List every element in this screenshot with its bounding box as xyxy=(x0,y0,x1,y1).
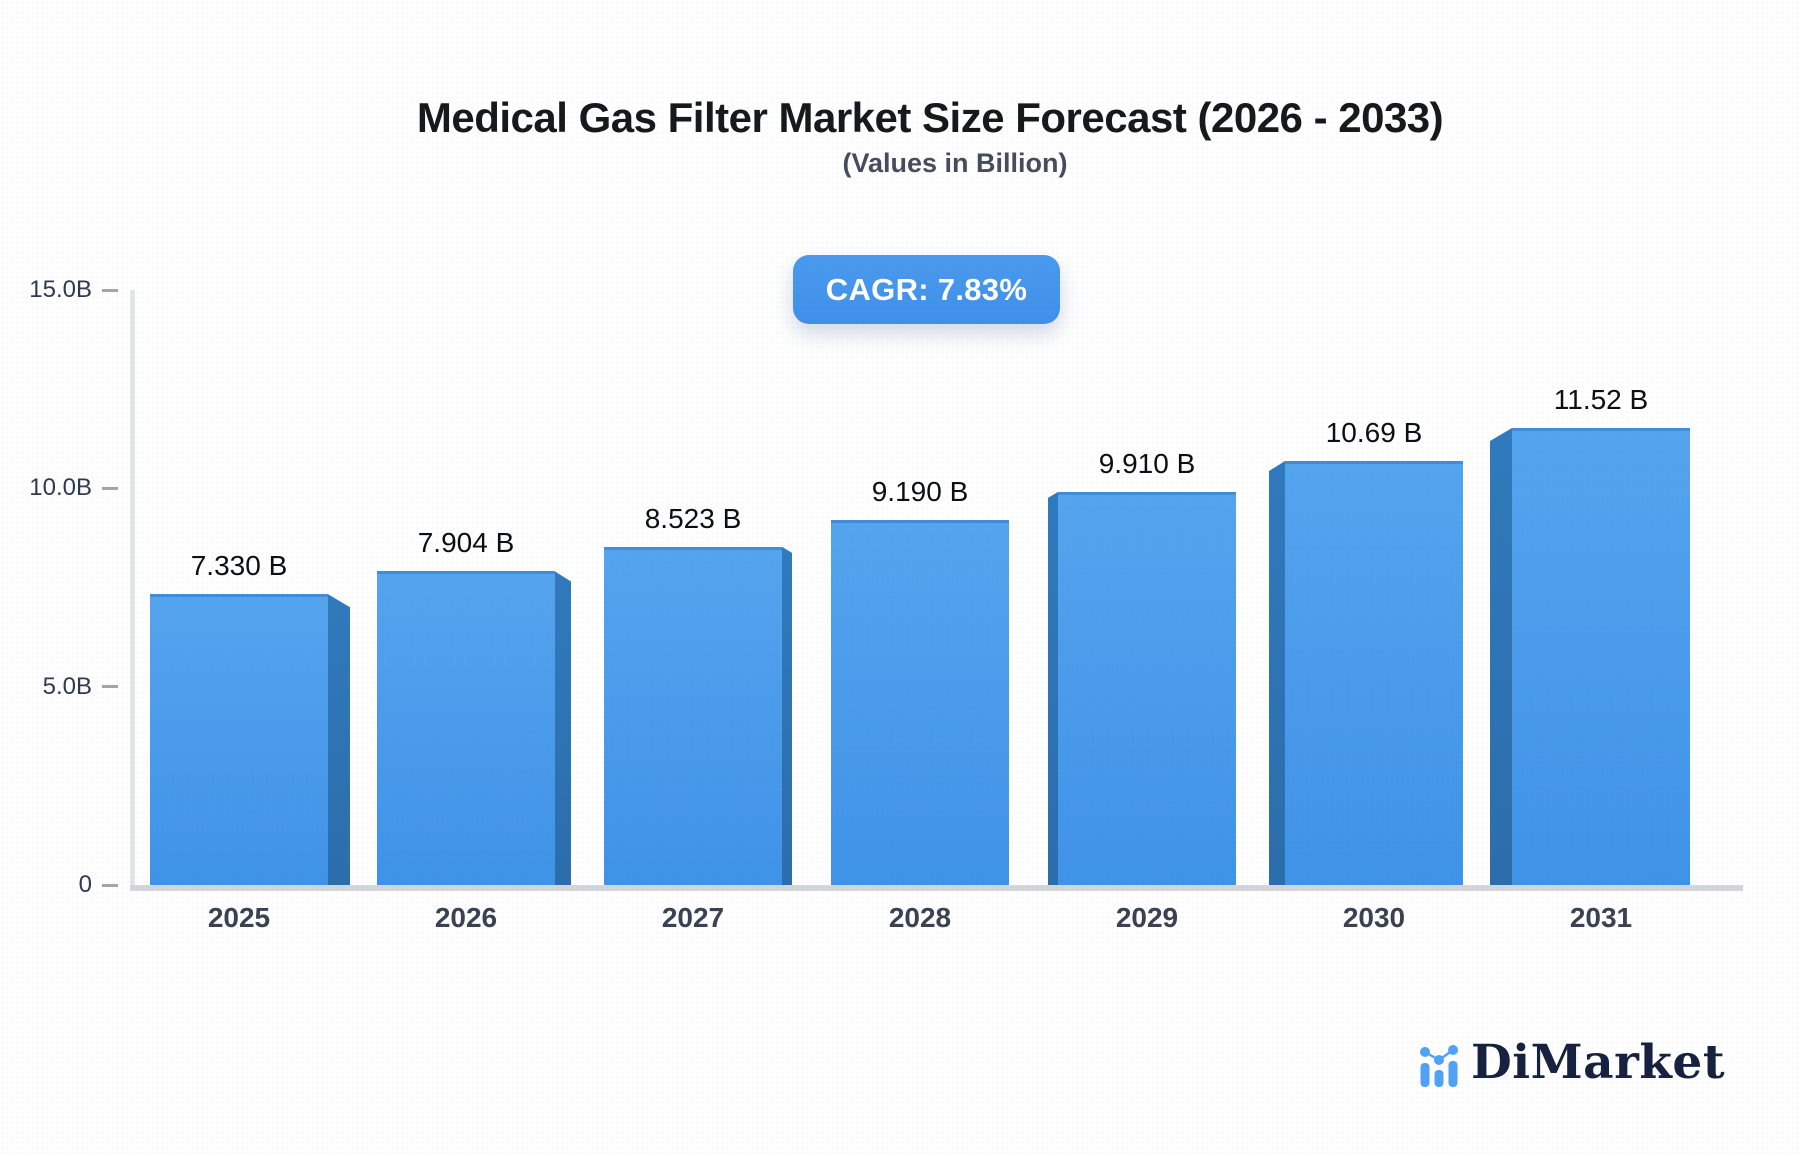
x-category-label: 2030 xyxy=(1342,902,1406,933)
bar-2026 xyxy=(377,571,555,885)
bar-2028 xyxy=(831,520,1009,885)
y-tick-dash xyxy=(102,288,118,292)
y-tick-label: 10.0B xyxy=(29,474,92,502)
x-category-label: 2025 xyxy=(207,902,271,933)
y-tick-dash xyxy=(102,883,118,887)
bar-2027 xyxy=(604,546,782,885)
bar-value-label: 7.330 B xyxy=(190,550,288,582)
bar-2025 xyxy=(150,594,328,885)
bar-2029 xyxy=(1058,491,1236,885)
bar-2027-side xyxy=(782,546,792,885)
bar-2029-side xyxy=(1048,491,1058,885)
brand-name: DiMarket xyxy=(1471,1035,1726,1090)
cagr-badge-label: CAGR: 7.83% xyxy=(825,271,1028,307)
x-category-label: 2029 xyxy=(1115,902,1179,933)
bar-value-label: 8.523 B xyxy=(644,502,742,534)
y-tick-label: 5.0B xyxy=(42,672,92,700)
chart-title: Medical Gas Filter Market Size Forecast … xyxy=(416,94,1444,141)
bar-2030-side xyxy=(1269,460,1285,885)
x-category-label: 2027 xyxy=(661,902,725,933)
bar-value-label: 7.904 B xyxy=(417,527,515,559)
x-category-label: 2028 xyxy=(888,902,952,933)
brand-logo-icon xyxy=(1420,1045,1458,1087)
bar-2025-side xyxy=(328,594,350,885)
y-tick-dash xyxy=(102,685,118,689)
bar-2031-side xyxy=(1490,428,1512,885)
bar-value-label: 9.910 B xyxy=(1098,447,1196,479)
y-axis-line xyxy=(130,290,135,891)
bar-value-label: 9.190 B xyxy=(871,476,969,508)
brand-logo: DiMarket xyxy=(1420,1038,1725,1088)
x-axis-baseline xyxy=(130,885,1743,891)
bar-2026-side xyxy=(555,571,571,885)
x-category-label: 2031 xyxy=(1569,902,1633,933)
chart-subtitle: (Values in Billion) xyxy=(842,148,1068,178)
y-tick-label: 15.0B xyxy=(29,276,92,303)
bar-2030 xyxy=(1285,460,1463,885)
x-category-label: 2026 xyxy=(434,902,498,933)
y-tick-label: 0 xyxy=(78,871,92,898)
bar-value-label: 10.69 B xyxy=(1325,416,1423,448)
bar-2031 xyxy=(1512,428,1690,885)
y-tick-dash xyxy=(102,486,118,490)
cagr-badge: CAGR: 7.83% xyxy=(793,255,1060,324)
bar-value-label: 11.52 B xyxy=(1553,384,1649,416)
